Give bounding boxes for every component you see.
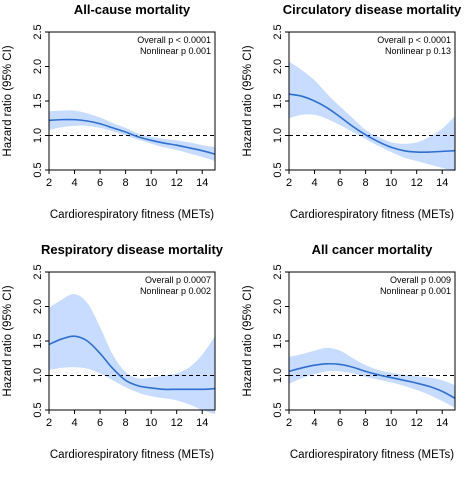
p-value-annotation: Overall p < 0.0001	[137, 35, 211, 45]
y-tick-label: 1.0	[32, 128, 44, 143]
x-axis-label: Cardiorespiratory fitness (METs)	[290, 449, 454, 461]
x-tick-label: 8	[123, 177, 129, 189]
y-tick-label: 0.5	[32, 162, 44, 177]
confidence-band	[49, 110, 215, 162]
x-axis-label: Cardiorespiratory fitness (METs)	[50, 209, 214, 221]
y-tick-label: 1.0	[272, 128, 284, 143]
x-tick-label: 6	[337, 177, 343, 189]
y-axis-label: Hazard ratio (95% CI)	[2, 285, 14, 396]
x-tick-label: 12	[171, 417, 183, 429]
x-tick-label: 2	[286, 417, 292, 429]
y-tick-label: 1.5	[32, 333, 44, 348]
y-tick-label: 2.5	[32, 24, 44, 39]
chart-panel: Respiratory disease mortality 2 4 6 8 10 12 14 0…	[2, 242, 224, 461]
x-tick-label: 10	[385, 177, 397, 189]
y-axis-label: Hazard ratio (95% CI)	[242, 285, 254, 396]
p-value-annotation: Nonlinear p 0.001	[380, 286, 451, 296]
p-value-annotation: Nonlinear p 0.13	[385, 46, 451, 56]
x-tick-label: 8	[123, 417, 129, 429]
x-tick-label: 6	[97, 417, 103, 429]
x-tick-label: 14	[196, 417, 208, 429]
x-tick-label: 4	[311, 417, 317, 429]
chart-panel: All-cause mortality 2 4 6 8 10 12 14 0.5 1.0 1.5 2.…	[2, 2, 216, 221]
x-tick-label: 12	[171, 177, 183, 189]
y-tick-label: 1.5	[32, 93, 44, 108]
hazard-ratio-curve	[288, 93, 456, 153]
y-tick-label: 2.0	[32, 299, 44, 314]
y-tick-label: 2.0	[272, 299, 284, 314]
x-tick-label: 2	[286, 177, 292, 189]
y-tick-label: 0.5	[272, 162, 284, 177]
x-tick-label: 10	[145, 177, 157, 189]
x-tick-label: 4	[71, 177, 77, 189]
chart-panel: Circulatory disease mortality 2 4 6 8 10 12 14 0…	[242, 2, 462, 221]
y-axis-label: Hazard ratio (95% CI)	[242, 45, 254, 156]
x-tick-label: 2	[46, 417, 52, 429]
x-tick-label: 12	[411, 177, 423, 189]
chart-title: Circulatory disease mortality	[283, 2, 462, 17]
chart-panel: All cancer mortality 2 4 6 8 10 12 14 0.5 1.0 1.5 2…	[242, 242, 456, 461]
confidence-band	[49, 294, 215, 415]
chart-title: All-cause mortality	[74, 2, 191, 17]
x-tick-label: 14	[436, 417, 448, 429]
p-value-annotation: Nonlinear p 0.002	[140, 286, 211, 296]
y-axis-label: Hazard ratio (95% CI)	[2, 45, 14, 156]
hazard-ratio-curve	[48, 335, 216, 391]
y-tick-label: 1.0	[32, 368, 44, 383]
x-tick-label: 10	[145, 417, 157, 429]
chart-title: Respiratory disease mortality	[41, 242, 224, 257]
y-tick-label: 2.5	[32, 264, 44, 279]
y-tick-label: 1.5	[272, 333, 284, 348]
x-tick-label: 10	[385, 417, 397, 429]
hazard-ratio-curve	[288, 362, 456, 399]
y-tick-label: 1.0	[272, 368, 284, 383]
p-value-annotation: Overall p 0.0007	[145, 275, 211, 285]
x-tick-label: 2	[46, 177, 52, 189]
x-tick-label: 8	[363, 417, 369, 429]
p-value-annotation: Overall p < 0.0001	[377, 35, 451, 45]
y-tick-label: 2.5	[272, 264, 284, 279]
x-tick-label: 4	[311, 177, 317, 189]
x-tick-label: 6	[97, 177, 103, 189]
x-tick-label: 4	[71, 417, 77, 429]
x-axis-label: Cardiorespiratory fitness (METs)	[50, 449, 214, 461]
x-axis-label: Cardiorespiratory fitness (METs)	[290, 209, 454, 221]
chart-title: All cancer mortality	[312, 242, 433, 257]
y-tick-label: 2.0	[272, 59, 284, 74]
y-tick-label: 1.5	[272, 93, 284, 108]
x-tick-label: 14	[436, 177, 448, 189]
y-tick-label: 0.5	[272, 402, 284, 417]
y-tick-label: 2.0	[32, 59, 44, 74]
p-value-annotation: Nonlinear p 0.001	[140, 46, 211, 56]
hazard-ratio-curve	[48, 118, 216, 155]
y-tick-label: 2.5	[272, 24, 284, 39]
y-tick-label: 0.5	[32, 402, 44, 417]
x-tick-label: 14	[196, 177, 208, 189]
confidence-band	[289, 347, 455, 408]
confidence-band	[289, 61, 455, 172]
x-tick-label: 6	[337, 417, 343, 429]
p-value-annotation: Overall p 0.009	[390, 275, 451, 285]
x-tick-label: 8	[363, 177, 369, 189]
x-tick-label: 12	[411, 417, 423, 429]
